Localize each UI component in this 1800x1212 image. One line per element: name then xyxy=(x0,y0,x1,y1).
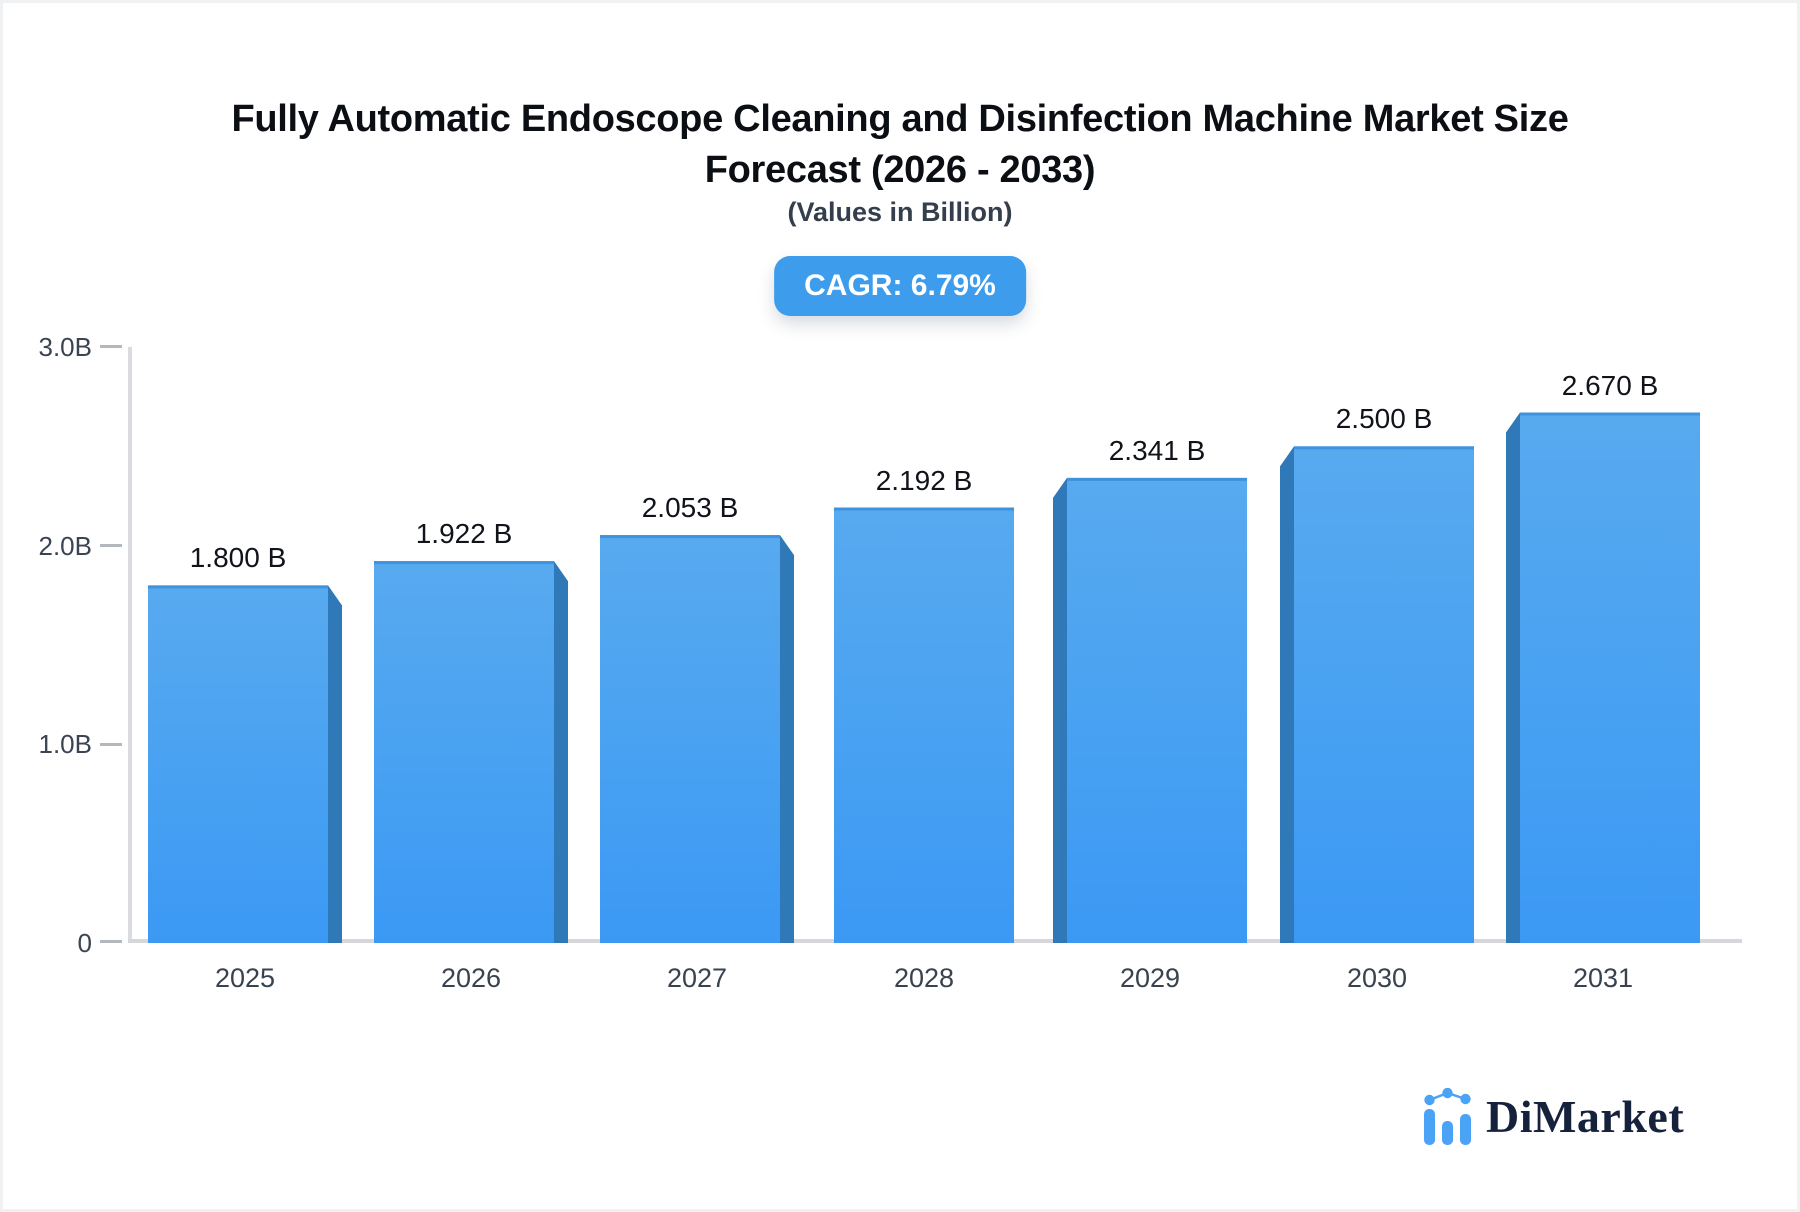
x-tick-label: 2028 xyxy=(893,963,955,993)
bar[interactable] xyxy=(1520,412,1700,943)
bar-value-label: 2.670 B xyxy=(1561,369,1659,401)
x-tick-label: 2029 xyxy=(1119,963,1181,993)
bar-value-label: 1.922 B xyxy=(415,518,513,550)
bar-value-label: 2.053 B xyxy=(641,492,739,524)
y-tick-mark xyxy=(100,345,122,348)
y-tick-label: 1.0B xyxy=(38,729,93,759)
bar[interactable] xyxy=(600,535,780,943)
bar-value-label: 2.341 B xyxy=(1108,434,1206,466)
page-title-line2: Forecast (2026 - 2033) xyxy=(704,149,1096,191)
bar[interactable] xyxy=(374,561,554,943)
x-tick-label: 2030 xyxy=(1346,963,1408,993)
bar-3d-side xyxy=(554,561,568,943)
page-title-line1: Fully Automatic Endoscope Cleaning and D… xyxy=(231,98,1569,140)
x-tick-label: 2027 xyxy=(666,963,728,993)
y-tick-mark xyxy=(100,940,122,943)
y-tick-mark xyxy=(100,743,122,746)
y-axis-line xyxy=(128,347,132,943)
logo-text: DiMarket xyxy=(1486,1091,1685,1142)
bar-3d-side xyxy=(1506,412,1520,943)
y-tick-mark xyxy=(100,544,122,547)
bar-value-label: 2.192 B xyxy=(875,464,973,496)
dimarket-logo: DiMarket xyxy=(1424,1088,1684,1145)
bar[interactable] xyxy=(1294,446,1474,943)
bar-value-label: 2.500 B xyxy=(1335,403,1433,435)
x-tick-label: 2026 xyxy=(440,963,502,993)
bar-3d-side xyxy=(1053,477,1067,943)
y-tick-label: 2.0B xyxy=(38,531,93,561)
x-tick-label: 2031 xyxy=(1572,963,1634,993)
bar-3d-side xyxy=(1280,446,1294,943)
bar-value-label: 1.800 B xyxy=(189,542,287,574)
bar[interactable] xyxy=(834,507,1014,943)
cagr-badge: CAGR: 6.79% xyxy=(774,256,1026,316)
y-tick-label: 3.0B xyxy=(38,332,93,362)
page-title: Fully Automatic Endoscope Cleaning and D… xyxy=(0,94,1800,196)
x-tick-label: 2025 xyxy=(214,963,276,993)
bar-3d-side xyxy=(328,585,342,943)
bar-3d-side xyxy=(780,535,794,943)
bar[interactable] xyxy=(148,585,328,943)
bar[interactable] xyxy=(1067,477,1247,943)
chart-subtitle: (Values in Billion) xyxy=(787,197,1013,227)
logo-bars-icon xyxy=(1424,1088,1471,1145)
y-tick-label: 0 xyxy=(77,928,92,958)
